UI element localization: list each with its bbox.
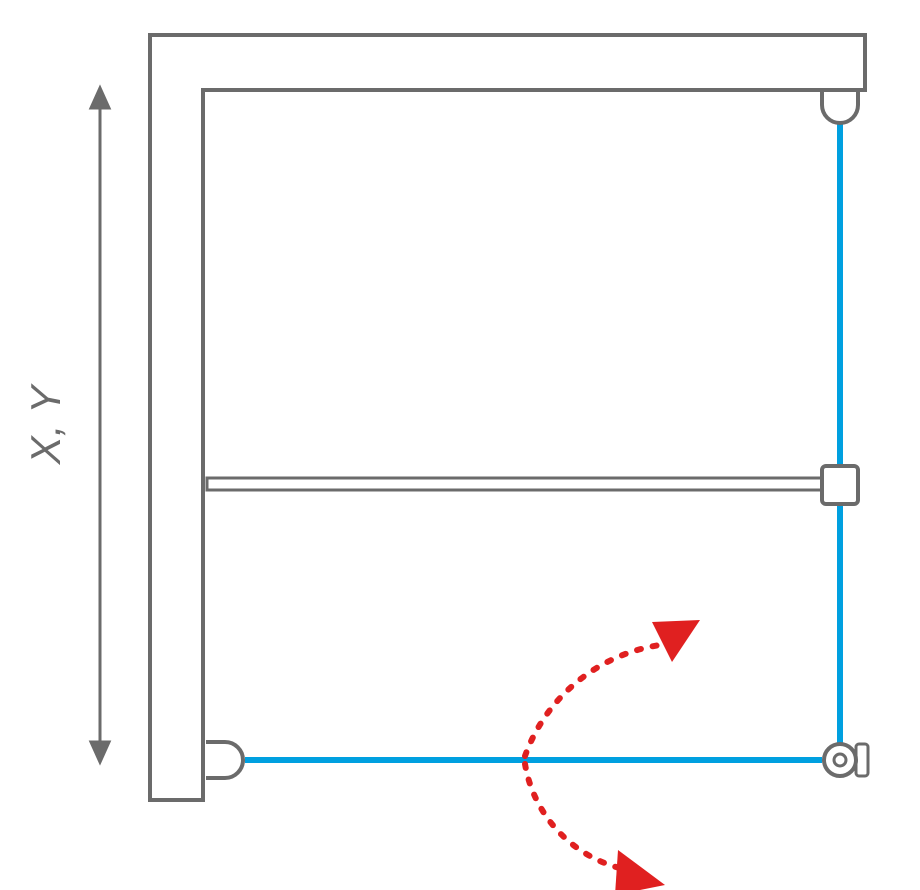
- swing-arc-lower: [525, 764, 665, 890]
- fitting-left-cap: [206, 742, 243, 778]
- wall-outline: [150, 35, 865, 800]
- fitting-top-cap: [822, 92, 858, 123]
- horizontal-rail: [207, 478, 822, 490]
- fitting-mid-block: [822, 466, 858, 504]
- fitting-hinge: [824, 744, 868, 776]
- swing-arc-upper: [525, 620, 700, 756]
- dimension-label: X, Y: [22, 383, 69, 466]
- dimension-arrow-y: [91, 88, 109, 762]
- shower-enclosure-diagram: X, Y: [0, 0, 920, 890]
